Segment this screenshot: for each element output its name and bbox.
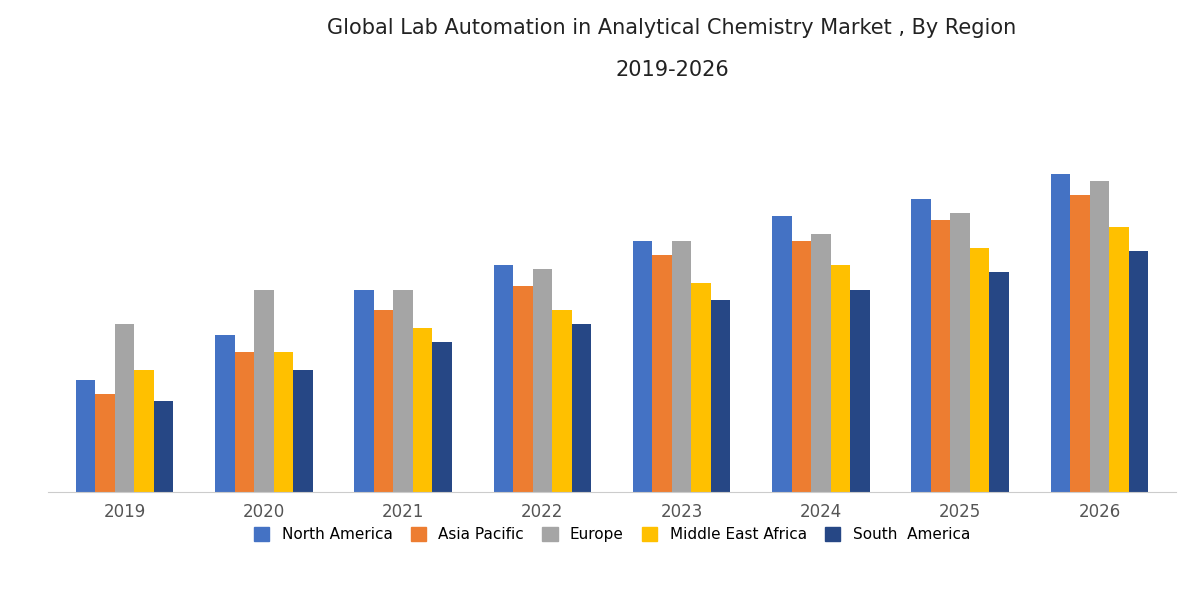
Bar <box>931 220 950 492</box>
Bar <box>653 254 672 492</box>
Bar <box>413 328 432 492</box>
Bar <box>394 290 413 492</box>
Bar <box>533 269 552 492</box>
Bar <box>811 233 830 492</box>
Bar <box>792 241 811 492</box>
Bar <box>215 335 235 492</box>
Bar <box>95 394 115 492</box>
Text: 2019-2026: 2019-2026 <box>616 60 728 80</box>
Bar <box>571 325 592 492</box>
Bar <box>1129 251 1148 492</box>
Bar <box>672 241 691 492</box>
Bar <box>830 265 850 492</box>
Legend: North America, Asia Pacific, Europe, Middle East Africa, South  America: North America, Asia Pacific, Europe, Mid… <box>254 527 970 542</box>
Bar <box>912 199 931 492</box>
Bar <box>493 265 514 492</box>
Bar <box>772 216 792 492</box>
Bar <box>632 241 653 492</box>
Bar <box>950 213 970 492</box>
Bar <box>1051 175 1070 492</box>
Bar <box>115 325 134 492</box>
Bar <box>970 248 989 492</box>
Text: Global Lab Automation in Analytical Chemistry Market , By Region: Global Lab Automation in Analytical Chem… <box>328 18 1016 38</box>
Bar <box>134 370 154 492</box>
Bar <box>989 272 1009 492</box>
Bar <box>254 290 274 492</box>
Bar <box>154 401 173 492</box>
Bar <box>710 300 731 492</box>
Bar <box>1070 195 1090 492</box>
Bar <box>235 352 254 492</box>
Bar <box>274 352 293 492</box>
Bar <box>76 380 95 492</box>
Bar <box>1109 227 1129 492</box>
Bar <box>432 342 452 492</box>
Bar <box>850 290 870 492</box>
Bar <box>354 290 374 492</box>
Bar <box>1090 181 1109 492</box>
Bar <box>374 310 394 492</box>
Bar <box>552 310 571 492</box>
Bar <box>293 370 312 492</box>
Bar <box>514 286 533 492</box>
Bar <box>691 283 710 492</box>
